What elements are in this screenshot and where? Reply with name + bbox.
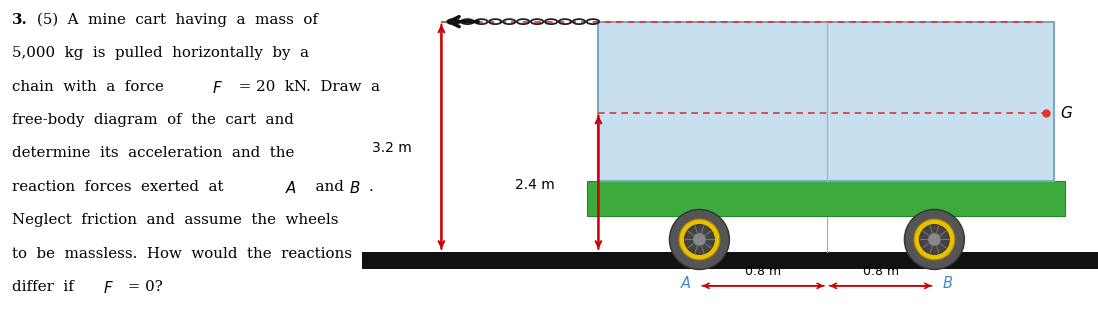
Text: 0.8 m: 0.8 m: [863, 265, 898, 278]
Text: 3.: 3.: [12, 13, 27, 27]
Bar: [587, 181, 1065, 216]
Text: differ  if: differ if: [12, 280, 83, 294]
Text: = 0?: = 0?: [123, 280, 163, 294]
Text: 2.4 m: 2.4 m: [515, 178, 554, 193]
Bar: [362, 252, 1098, 269]
Ellipse shape: [670, 210, 729, 269]
Text: reaction  forces  exerted  at: reaction forces exerted at: [12, 180, 233, 194]
Ellipse shape: [684, 224, 715, 255]
Text: $F$: $F$: [103, 280, 114, 296]
Text: $F$: $F$: [212, 80, 223, 96]
Text: .: .: [368, 180, 373, 194]
Text: 5,000  kg  is  pulled  horizontally  by  a: 5,000 kg is pulled horizontally by a: [12, 46, 309, 60]
Text: $B$: $B$: [349, 180, 360, 196]
Text: free-body  diagram  of  the  cart  and: free-body diagram of the cart and: [12, 113, 293, 127]
Text: Neglect  friction  and  assume  the  wheels: Neglect friction and assume the wheels: [12, 213, 338, 227]
Text: $B$: $B$: [942, 275, 953, 291]
Text: $A$: $A$: [680, 275, 692, 291]
Text: = 20  kN.  Draw  a: = 20 kN. Draw a: [234, 80, 380, 94]
Text: determine  its  acceleration  and  the: determine its acceleration and the: [12, 146, 294, 160]
Text: 3.2 m: 3.2 m: [372, 141, 412, 155]
Text: $G$: $G$: [1060, 105, 1073, 121]
Ellipse shape: [679, 219, 720, 260]
Text: and: and: [306, 180, 354, 194]
Ellipse shape: [693, 233, 706, 246]
Text: $A$: $A$: [284, 180, 296, 196]
Ellipse shape: [905, 210, 964, 269]
Text: (5)  A  mine  cart  having  a  mass  of: (5) A mine cart having a mass of: [37, 13, 318, 28]
Bar: [598, 22, 1054, 181]
Ellipse shape: [914, 219, 955, 260]
Ellipse shape: [928, 233, 941, 246]
Text: to  be  massless.  How  would  the  reactions: to be massless. How would the reactions: [12, 247, 351, 260]
Text: chain  with  a  force: chain with a force: [12, 80, 173, 94]
Ellipse shape: [919, 224, 950, 255]
Text: 0.8 m: 0.8 m: [746, 265, 781, 278]
